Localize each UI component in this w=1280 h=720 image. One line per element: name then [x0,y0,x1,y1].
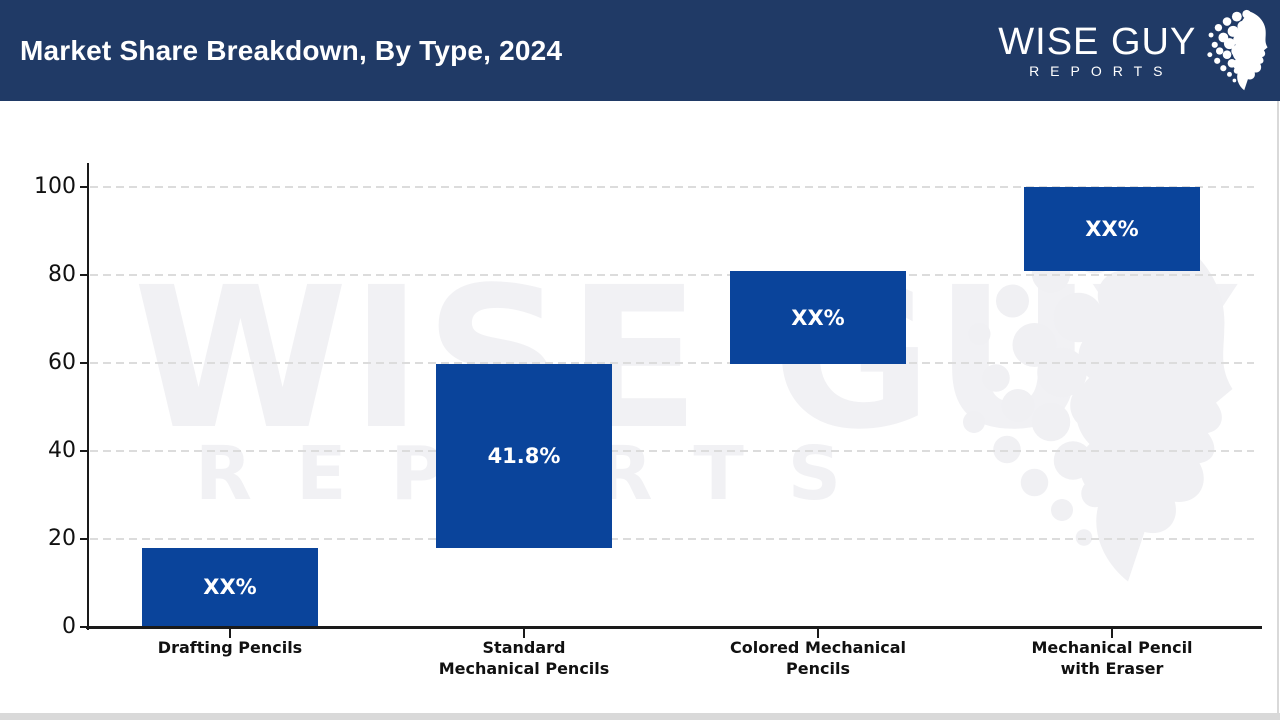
y-tick-label-80: 80 [48,262,76,287]
x-tick-1 [523,629,525,638]
header-bar: Market Share Breakdown, By Type, 2024 WI… [0,0,1280,101]
bar-segment: XX% [730,271,906,364]
brand-logo-text: WISE GUY REPORTS [998,23,1196,78]
y-tick-80 [80,274,88,276]
y-tick-60 [80,362,88,364]
bar-value-label: XX% [203,575,257,600]
y-tick-label-100: 100 [34,174,76,199]
y-tick-20 [80,538,88,540]
brand-name: WISE GUY [998,21,1197,63]
x-tick-3 [1111,629,1113,638]
y-tick-label-40: 40 [48,438,76,463]
y-tick-label-20: 20 [48,526,76,551]
bar-value-label: 41.8% [487,443,561,468]
gridline-100 [90,186,1254,188]
bottom-border-strip [0,713,1280,720]
page-title: Market Share Breakdown, By Type, 2024 [20,34,563,66]
category-label: Drafting Pencils [157,638,303,657]
brand-face-icon [1207,9,1268,90]
y-tick-label-0: 0 [62,614,76,639]
brand-subtitle: REPORTS [1029,63,1174,79]
y-tick-40 [80,450,88,452]
bar-segment: 41.8% [436,363,612,548]
brand-logo: WISE GUY REPORTS [998,0,1274,101]
y-tick-100 [80,186,88,188]
y-tick-label-60: 60 [48,350,76,375]
bar-segment: XX% [142,547,318,627]
bar-value-label: XX% [791,305,845,330]
category-label: Mechanical Pencil with Eraser [1031,638,1193,678]
category-label: Colored Mechanical Pencils [729,638,907,678]
y-tick-0 [80,626,88,628]
watermark-face-icon [963,221,1233,582]
category-label: Standard Mechanical Pencils [438,638,610,678]
y-axis-line [87,163,89,630]
gridline-60 [90,362,1254,364]
x-tick-0 [229,629,231,638]
x-tick-2 [817,629,819,638]
bar-segment: XX% [1024,187,1200,272]
gridline-40 [90,450,1254,452]
x-axis-line [86,626,1262,629]
gridline-20 [90,538,1254,540]
bar-value-label: XX% [1085,217,1139,242]
gridline-80 [90,274,1254,276]
right-border-strip [1277,101,1279,713]
